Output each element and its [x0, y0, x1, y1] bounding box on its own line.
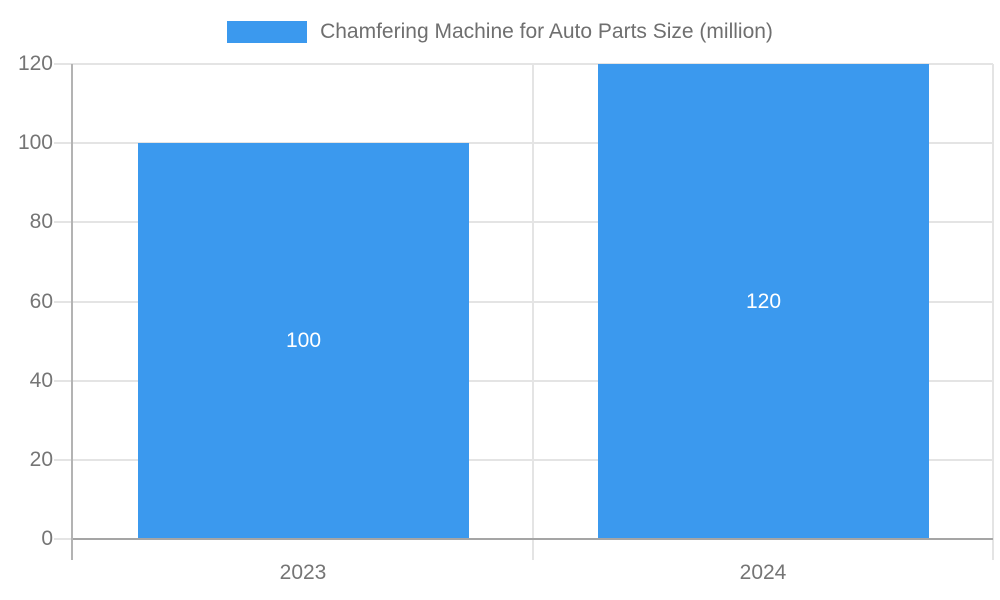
y-axis-tick-label: 20 [29, 447, 53, 471]
y-axis-tick-label: 120 [17, 52, 53, 75]
legend[interactable]: Chamfering Machine for Auto Parts Size (… [0, 20, 1000, 44]
y-axis-tick-label: 40 [29, 368, 53, 392]
legend-label: Chamfering Machine for Auto Parts Size (… [320, 20, 773, 43]
x-gridline [532, 64, 534, 560]
y-gridline [54, 379, 993, 382]
bar-value-label: 120 [745, 289, 782, 313]
bar-value-label: 100 [285, 329, 322, 352]
y-gridline [54, 221, 993, 224]
y-gridline [54, 63, 993, 65]
x-axis-line [73, 538, 993, 540]
y-gridline [54, 458, 993, 461]
plot-area: 100 120 [54, 63, 994, 560]
legend-swatch-icon [227, 21, 308, 43]
y-gridline [54, 300, 993, 303]
x-axis-tick-label: 2024 [739, 561, 787, 584]
y-axis-tick-label: 80 [29, 210, 53, 234]
bar-2023[interactable]: 100 [138, 143, 469, 539]
bar-2024[interactable]: 120 [598, 64, 929, 539]
y-axis-tick-label: 60 [29, 289, 53, 313]
x-gridline [992, 64, 994, 560]
y-axis-tick-label: 0 [41, 527, 53, 550]
y-gridline [54, 142, 993, 145]
x-axis-tick-extension [54, 538, 73, 540]
x-axis-tick-label: 2023 [279, 561, 327, 584]
y-axis-tick-label: 100 [17, 131, 53, 155]
y-axis-line [71, 64, 73, 560]
